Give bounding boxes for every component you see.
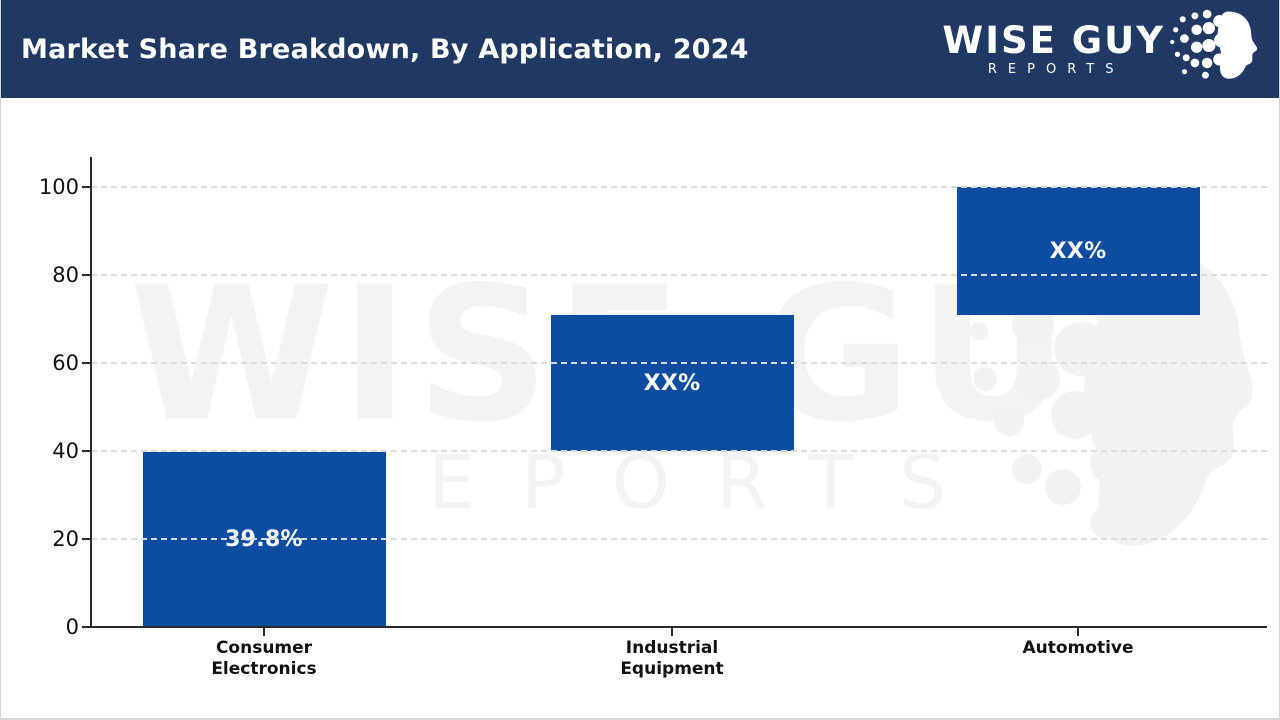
gridline <box>91 274 1267 276</box>
logo-wordmark: WISE GUY REPORTS <box>942 22 1165 77</box>
x-label-automotive: Automotive <box>1022 638 1134 658</box>
x-label-consumer-electronics: Consumer Electronics <box>211 638 317 679</box>
y-axis-line <box>90 157 92 628</box>
bar-value-label: XX% <box>643 370 701 396</box>
y-tick-mark <box>82 274 90 276</box>
y-tick-label: 20 <box>52 527 79 551</box>
logo-wordmark-line1: WISE GUY <box>942 18 1165 62</box>
gridline <box>91 362 1267 364</box>
y-tick-mark <box>82 186 90 188</box>
y-tick-mark <box>82 538 90 540</box>
x-tick-mark <box>671 628 673 636</box>
x-axis-line <box>90 626 1267 628</box>
wise-guy-logo: WISE GUY REPORTS <box>942 7 1263 91</box>
y-tick-label: 0 <box>65 615 79 639</box>
y-tick-label: 40 <box>52 439 79 463</box>
bar-value-label: XX% <box>1049 238 1107 264</box>
x-tick-mark <box>1077 628 1079 636</box>
y-tick-mark <box>82 450 90 452</box>
header: Market Share Breakdown, By Application, … <box>1 0 1279 98</box>
logo-face-icon <box>1170 9 1258 79</box>
watermark-subtitle: REPORTS <box>331 440 993 526</box>
y-tick-label: 60 <box>52 351 79 375</box>
x-tick-mark <box>263 628 265 636</box>
y-tick-label: 100 <box>38 175 79 199</box>
x-label-industrial-equipment: Industrial Equipment <box>620 638 724 679</box>
logo-wordmark-line2: REPORTS <box>987 61 1125 77</box>
gridline <box>91 450 1267 452</box>
bar-industrial-equipment: XX% <box>550 315 794 451</box>
y-tick-mark <box>82 362 90 364</box>
gridline <box>91 538 1267 540</box>
page-title: Market Share Breakdown, By Application, … <box>21 33 749 65</box>
y-tick-label: 80 <box>52 263 79 287</box>
bar-automotive: XX% <box>956 187 1200 315</box>
y-tick-mark <box>82 626 90 628</box>
gridline <box>91 186 1267 188</box>
